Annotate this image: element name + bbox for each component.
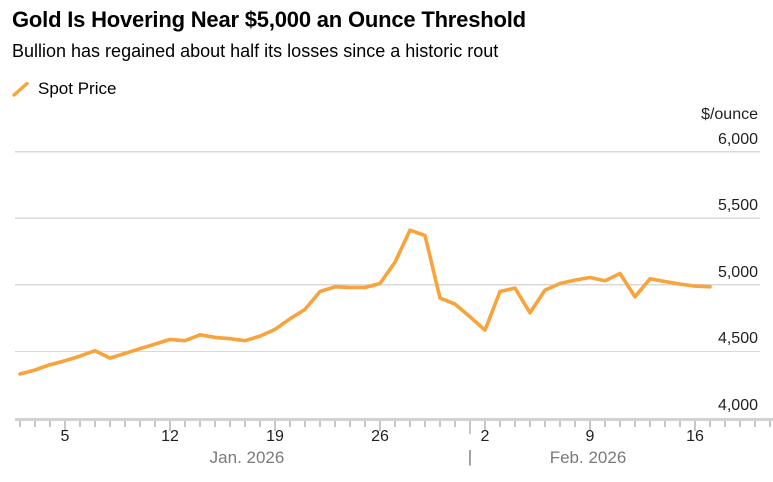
- month-label-feb-2026: Feb. 2026: [549, 448, 627, 467]
- chart-subtitle: Bullion has regained about half its loss…: [12, 41, 499, 61]
- legend-line-slash-icon: [12, 81, 29, 97]
- y-axis-label-4000: 4,000: [717, 397, 758, 414]
- chart-title: Gold Is Hovering Near $5,000 an Ounce Th…: [12, 7, 526, 32]
- legend-label-spot-price: Spot Price: [38, 79, 117, 98]
- x-axis-label-feb-16: 16: [686, 428, 704, 445]
- x-axis-label-jan-5: 5: [60, 428, 70, 445]
- y-axis-label-4500: 4,500: [717, 330, 758, 348]
- y-axis-label-5500: 5,500: [717, 197, 758, 215]
- y-axis-label-6000: 6,000: [717, 130, 758, 148]
- legend: Spot Price: [11, 79, 116, 99]
- x-axis-label-feb-2: 2: [480, 428, 490, 445]
- x-axis-label-jan-19: 19: [266, 428, 284, 445]
- x-axis-label-jan-26: 26: [371, 428, 389, 445]
- month-label-jan-2026: Jan. 2026: [209, 448, 285, 467]
- spot-price-line: [18, 228, 712, 376]
- x-axis-label-feb-9: 9: [585, 428, 595, 445]
- y-axis-unit-label: $/ounce: [701, 106, 758, 123]
- y-axis-label-5000: 5,000: [717, 263, 758, 281]
- x-axis-label-jan-12: 12: [161, 428, 179, 445]
- month-separator: |: [467, 447, 473, 466]
